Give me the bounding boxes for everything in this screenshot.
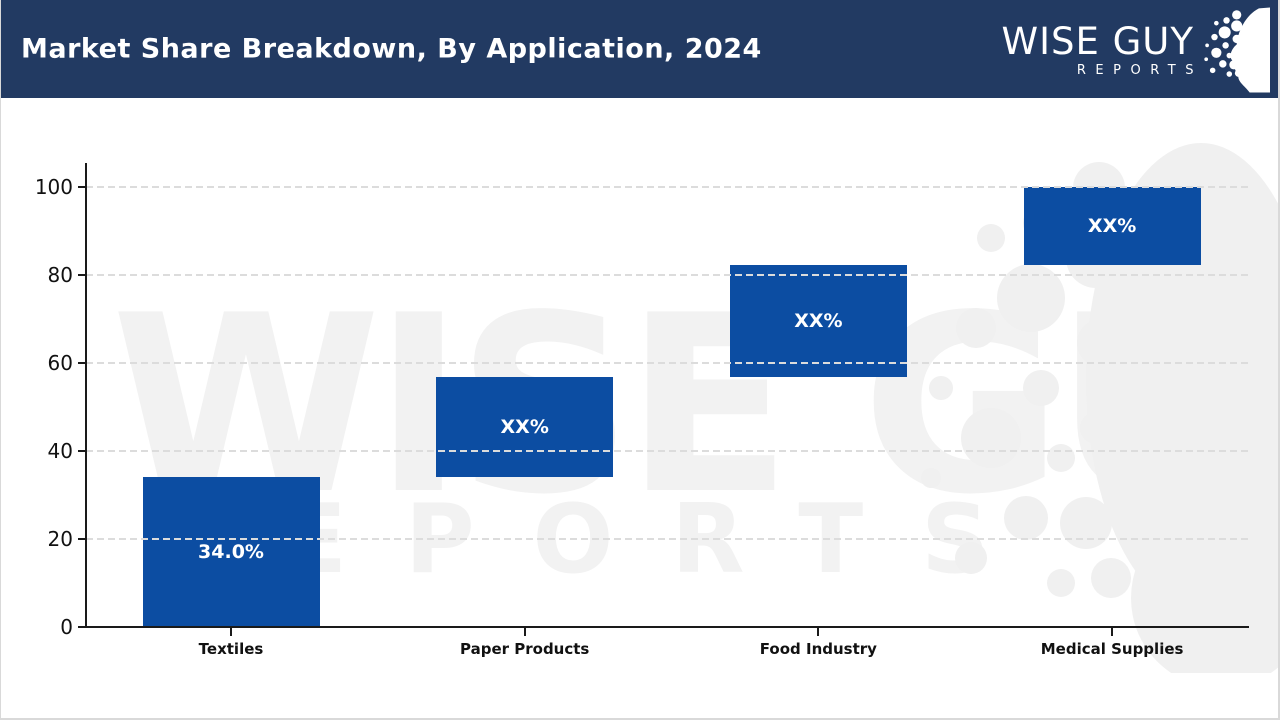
y-tick-label-100: 100 [34, 175, 73, 199]
y-tick-60 [78, 362, 86, 364]
logo-text: WISE GUY REPORTS [1002, 23, 1194, 77]
gridline-80 [86, 274, 1249, 276]
y-tick-label-0: 0 [60, 615, 73, 639]
page-title: Market Share Breakdown, By Application, … [21, 33, 762, 65]
gridline-40 [86, 450, 1249, 452]
y-tick-label-20: 20 [47, 527, 73, 551]
x-tick-label-textiles: Textiles [198, 640, 264, 658]
y-tick-label-40: 40 [47, 439, 73, 463]
x-tick-3 [1111, 628, 1114, 636]
logo-reports-text: REPORTS [1076, 63, 1203, 78]
bar-paper-products: XX% [436, 377, 614, 478]
x-tick-0 [230, 628, 232, 636]
bar-value-label: XX% [1087, 214, 1137, 237]
bar-medical-supplies: XX% [1023, 187, 1201, 265]
y-tick-40 [78, 450, 86, 452]
bar-textiles: 34.0% [142, 477, 320, 627]
x-tick-2 [817, 628, 820, 636]
bar-value-label: XX% [794, 309, 843, 332]
logo-wise-guy-text: WISE GUY [1001, 20, 1194, 63]
x-tick-label-food-industry: Food Industry [759, 640, 877, 658]
bar-value-label: XX% [500, 416, 549, 439]
y-tick-80 [78, 274, 86, 276]
wise-guy-logo: WISE GUY REPORTS [1002, 6, 1270, 94]
y-tick-20 [78, 538, 86, 540]
y-tick-label-60: 60 [47, 351, 73, 375]
x-tick-label-medical-supplies: Medical Supplies [1040, 640, 1184, 658]
x-axis-line [85, 626, 1249, 628]
y-tick-100 [78, 186, 86, 188]
bar-food-industry: XX% [729, 264, 907, 378]
gridline-60 [86, 362, 1249, 364]
wise-guy-head-icon [1204, 7, 1270, 93]
x-tick-label-paper-products: Paper Products [460, 640, 590, 658]
gridline-100 [86, 186, 1249, 188]
y-tick-label-80: 80 [47, 263, 73, 287]
y-tick-0 [78, 626, 86, 628]
x-tick-1 [523, 628, 526, 636]
bar-value-label: 34.0% [198, 541, 264, 564]
y-axis-line [85, 163, 87, 628]
header: Market Share Breakdown, By Application, … [1, 0, 1278, 98]
gridline-20 [86, 538, 1249, 540]
